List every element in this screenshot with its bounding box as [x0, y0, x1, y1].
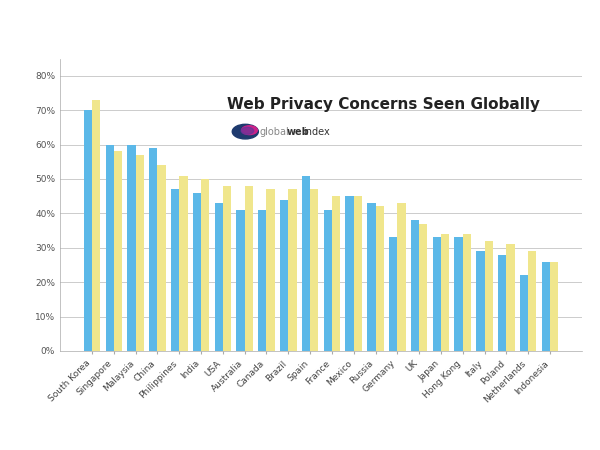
Bar [310, 189, 319, 351]
Bar [498, 255, 506, 351]
Bar [454, 238, 463, 351]
Text: index: index [303, 126, 330, 137]
Bar [323, 210, 332, 351]
Bar [550, 261, 558, 351]
Bar [106, 144, 114, 351]
Bar [280, 200, 288, 351]
Circle shape [241, 127, 254, 134]
Bar [528, 251, 536, 351]
Circle shape [242, 126, 257, 135]
Bar [149, 148, 157, 351]
Bar [236, 210, 245, 351]
Bar [223, 186, 231, 351]
Bar [157, 165, 166, 351]
Bar [367, 203, 376, 351]
Bar [245, 186, 253, 351]
Bar [389, 238, 397, 351]
Bar [346, 196, 354, 351]
Bar [520, 275, 528, 351]
Circle shape [232, 124, 259, 139]
Bar [542, 261, 550, 351]
Bar [463, 234, 471, 351]
Bar [332, 196, 340, 351]
Bar [201, 179, 209, 351]
Bar [171, 189, 179, 351]
Bar [476, 251, 485, 351]
Bar [411, 220, 419, 351]
Bar [397, 203, 406, 351]
Bar [302, 176, 310, 351]
Bar [84, 110, 92, 351]
Bar [485, 241, 493, 351]
Bar [258, 210, 266, 351]
Bar [506, 244, 515, 351]
Bar [433, 238, 441, 351]
Text: Web Privacy Concerns Seen Globally: Web Privacy Concerns Seen Globally [227, 96, 540, 112]
Bar [419, 224, 427, 351]
Bar [92, 100, 100, 351]
Bar [136, 155, 144, 351]
Text: web: web [287, 126, 309, 137]
Bar [215, 203, 223, 351]
Bar [127, 144, 136, 351]
Text: global: global [259, 126, 289, 137]
Bar [114, 151, 122, 351]
Bar [179, 176, 188, 351]
Bar [354, 196, 362, 351]
Bar [288, 189, 296, 351]
Bar [376, 207, 384, 351]
Bar [441, 234, 449, 351]
Bar [266, 189, 275, 351]
Bar [193, 193, 201, 351]
